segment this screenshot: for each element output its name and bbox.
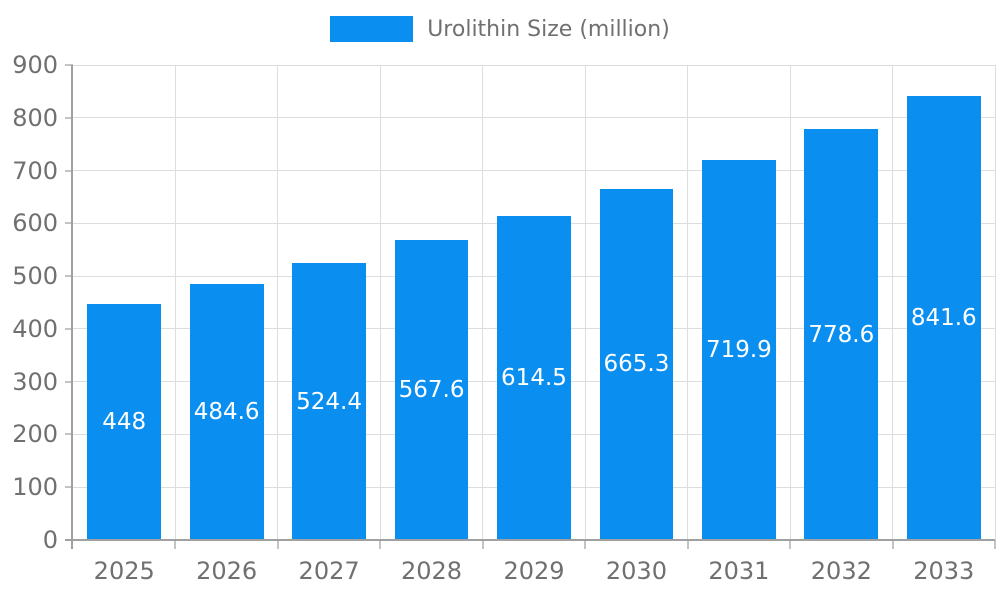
x-axis-tick <box>789 540 792 549</box>
bar-value-label: 841.6 <box>910 304 977 331</box>
bar[interactable]: 448 <box>87 303 162 540</box>
gridline-vertical <box>174 65 176 540</box>
y-axis-tick <box>65 327 73 330</box>
y-axis-label: 200 <box>12 420 58 449</box>
bar-value-label: 524.4 <box>296 388 363 415</box>
chart-legend[interactable]: Urolithin Size (million) <box>0 14 1000 44</box>
y-axis-tick <box>65 169 73 172</box>
y-axis-tick <box>65 64 73 66</box>
x-axis-tick <box>686 540 689 549</box>
y-axis-tick <box>65 433 73 436</box>
bar-value-label: 567.6 <box>398 377 465 404</box>
bar-value-label: 614.5 <box>501 364 567 391</box>
gridline-horizontal <box>73 64 995 66</box>
x-axis-tick <box>174 540 177 549</box>
x-axis-tick <box>276 540 279 549</box>
y-axis-tick <box>65 486 73 489</box>
legend-swatch <box>330 16 414 42</box>
y-axis-tick <box>65 380 73 383</box>
x-axis-label: 2027 <box>298 557 360 585</box>
y-axis-label: 500 <box>12 262 58 291</box>
bar-value-label: 778.6 <box>808 321 875 348</box>
x-axis-label: 2025 <box>93 557 155 585</box>
x-axis-label: 2026 <box>196 557 258 585</box>
gridline-horizontal <box>73 117 995 119</box>
x-axis-tick <box>481 540 484 549</box>
x-axis-label: 2032 <box>810 557 872 585</box>
bar-value-label: 448 <box>102 408 147 435</box>
y-axis-line <box>71 65 73 549</box>
bar[interactable]: 567.6 <box>394 240 469 540</box>
gridline-vertical <box>379 65 381 540</box>
y-axis-tick <box>65 275 73 278</box>
y-axis-label: 800 <box>12 103 58 132</box>
gridline-vertical <box>994 65 996 540</box>
x-axis-label: 2031 <box>708 557 770 585</box>
x-axis-label: 2028 <box>401 557 463 585</box>
x-axis-tick <box>584 540 587 549</box>
bar-value-label: 719.9 <box>705 337 772 364</box>
y-axis-tick <box>65 222 73 225</box>
x-axis-tick <box>994 540 996 549</box>
bar[interactable]: 524.4 <box>292 263 366 540</box>
x-axis-tick <box>379 540 382 549</box>
y-axis-label: 300 <box>12 367 58 396</box>
x-axis-tick <box>891 540 894 549</box>
gridline-vertical <box>277 65 279 540</box>
bar[interactable]: 719.9 <box>702 160 776 540</box>
gridline-horizontal <box>73 170 995 172</box>
y-axis-label: 400 <box>12 314 58 343</box>
gridline-vertical <box>687 65 689 540</box>
bar[interactable]: 841.6 <box>906 95 981 540</box>
y-axis-tick <box>65 116 73 119</box>
x-axis-line <box>65 539 995 541</box>
y-axis-label: 0 <box>42 526 58 554</box>
bar[interactable]: 614.5 <box>497 215 571 540</box>
y-axis-label: 100 <box>12 473 58 502</box>
y-axis-label: 700 <box>12 156 58 185</box>
x-axis-label: 2033 <box>913 557 975 585</box>
plot-area: 448 484.6 524.4 567.6 614.5 665.3 719.9 778.6 84… <box>73 64 996 540</box>
y-axis-label: 600 <box>12 209 58 238</box>
bar[interactable]: 484.6 <box>189 284 264 540</box>
gridline-vertical <box>482 65 484 540</box>
bar-value-label: 484.6 <box>193 399 260 426</box>
bar[interactable]: 778.6 <box>804 129 879 540</box>
gridline-vertical <box>892 65 894 540</box>
x-axis-label: 2030 <box>605 557 667 585</box>
gridline-vertical <box>789 65 791 540</box>
gridline-vertical <box>584 65 586 540</box>
bar[interactable]: 665.3 <box>599 188 674 540</box>
bar-value-label: 665.3 <box>603 351 670 378</box>
legend-label: Urolithin Size (million) <box>427 16 670 42</box>
x-axis-label: 2029 <box>503 557 565 585</box>
y-axis-label: 900 <box>12 51 58 79</box>
